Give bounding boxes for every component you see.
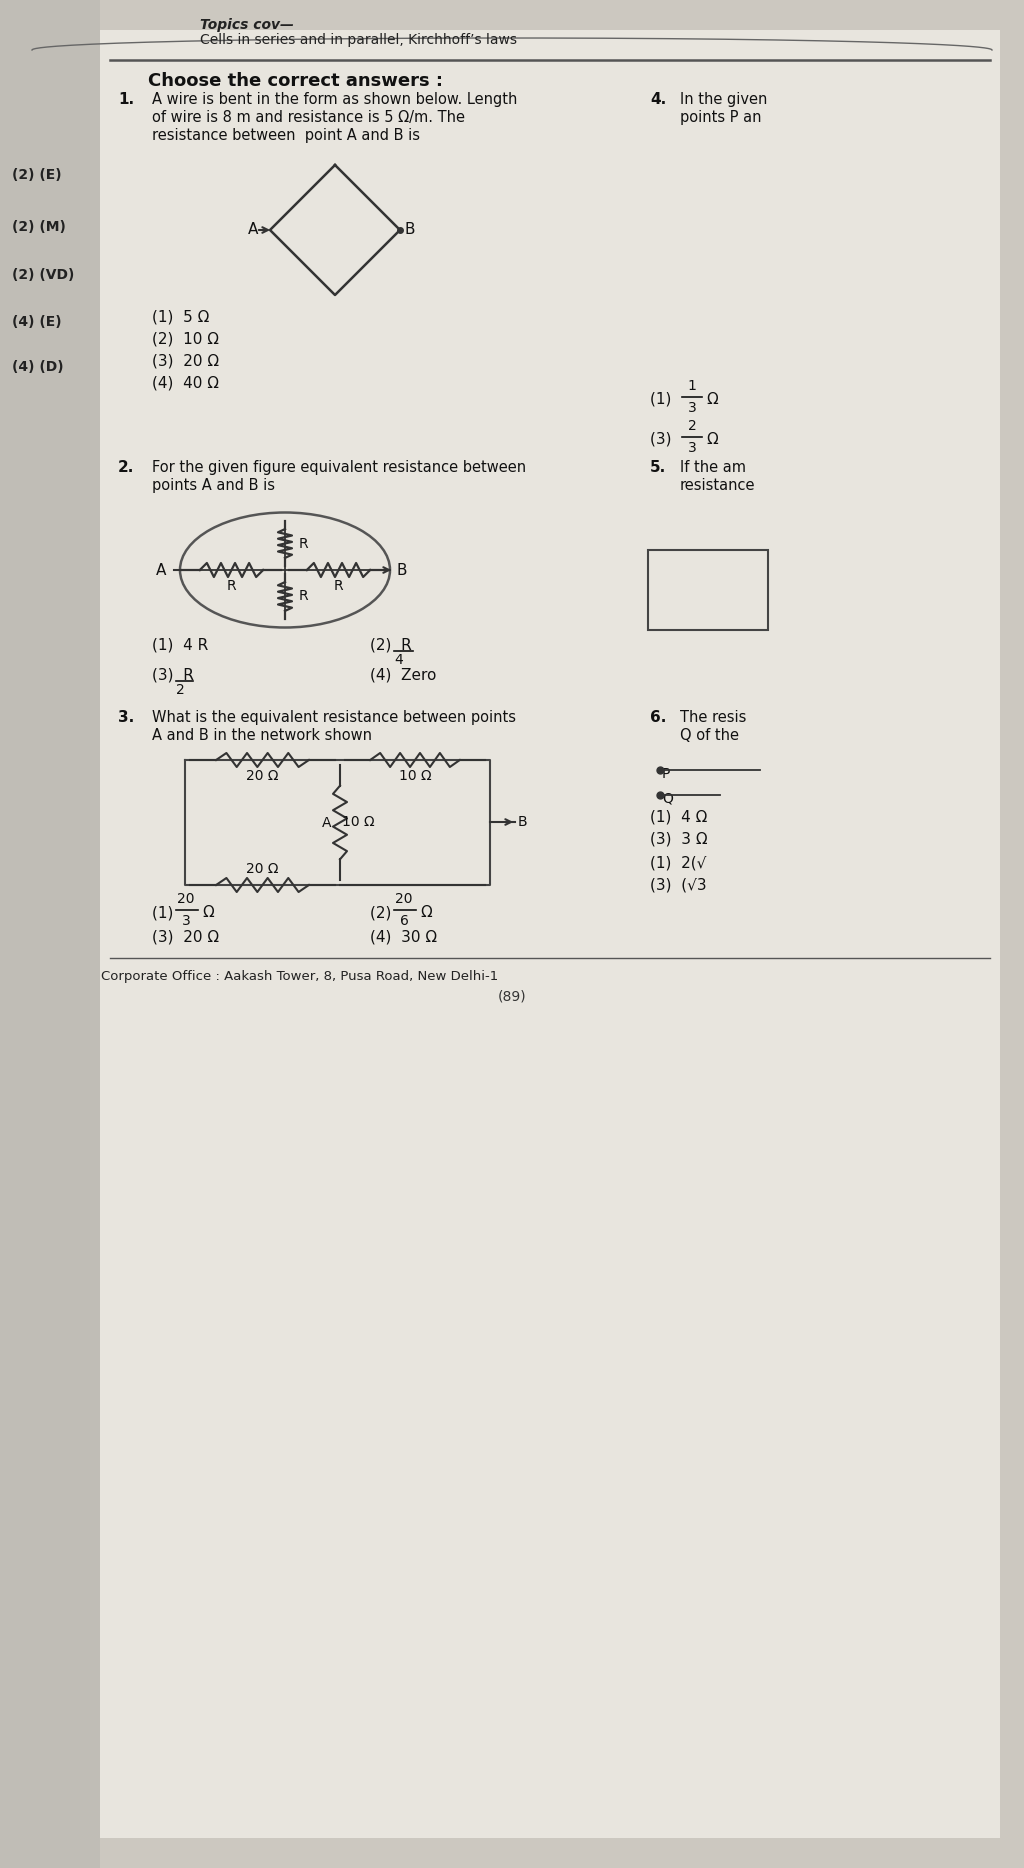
Text: points A and B is: points A and B is [152, 478, 275, 493]
Text: 3: 3 [181, 913, 190, 928]
Text: 6: 6 [399, 913, 409, 928]
Text: 20: 20 [177, 893, 195, 906]
Text: 3: 3 [688, 402, 696, 415]
Text: R: R [298, 536, 308, 551]
Text: B: B [406, 222, 416, 237]
Text: Topics cov—: Topics cov— [200, 19, 294, 32]
Text: of wire is 8 m and resistance is 5 Ω/m. The: of wire is 8 m and resistance is 5 Ω/m. … [152, 110, 465, 125]
Text: Ω: Ω [420, 904, 432, 921]
Text: (4)  30 Ω: (4) 30 Ω [370, 930, 437, 945]
Text: (1)  4 R: (1) 4 R [152, 639, 208, 654]
Text: A and B in the network shown: A and B in the network shown [152, 729, 372, 743]
Text: 5.: 5. [650, 460, 667, 474]
Text: B: B [396, 562, 407, 577]
Text: 2.: 2. [118, 460, 134, 474]
Text: If the am: If the am [680, 460, 746, 474]
Text: (1): (1) [650, 392, 676, 407]
Text: A wire is bent in the form as shown below. Length: A wire is bent in the form as shown belo… [152, 92, 517, 106]
Text: (2) (E): (2) (E) [12, 168, 61, 181]
Text: 10 Ω: 10 Ω [398, 770, 431, 783]
Text: 1: 1 [687, 379, 696, 392]
Text: What is the equivalent resistance between points: What is the equivalent resistance betwee… [152, 710, 516, 725]
Text: (1)  2(√: (1) 2(√ [650, 856, 707, 870]
Text: 2: 2 [176, 684, 184, 697]
Text: A: A [156, 562, 166, 577]
Text: resistance: resistance [680, 478, 756, 493]
Text: (3): (3) [650, 432, 677, 446]
Text: (3)  20 Ω: (3) 20 Ω [152, 930, 219, 945]
Text: 20 Ω: 20 Ω [246, 770, 279, 783]
Text: 20 Ω: 20 Ω [246, 861, 279, 876]
Text: Ω: Ω [202, 904, 214, 921]
Text: P: P [662, 768, 671, 781]
Text: (4) (D): (4) (D) [12, 361, 63, 374]
Text: A: A [322, 816, 332, 829]
Bar [100, 30, 1000, 1838]
Text: (2)  R: (2) R [370, 639, 412, 654]
Text: (1)  5 Ω: (1) 5 Ω [152, 310, 209, 325]
Text: (3)  R: (3) R [152, 669, 194, 684]
Text: (4)  40 Ω: (4) 40 Ω [152, 375, 219, 390]
Text: 4.: 4. [650, 92, 667, 106]
Text: Q: Q [662, 792, 673, 805]
Text: (1)  4 Ω: (1) 4 Ω [650, 811, 708, 826]
Text: (1): (1) [152, 904, 183, 921]
Text: (3)  20 Ω: (3) 20 Ω [152, 355, 219, 370]
Bar [0, 0, 100, 1868]
Text: A: A [248, 222, 258, 237]
Text: (3)  3 Ω: (3) 3 Ω [650, 831, 708, 846]
Text: 3.: 3. [118, 710, 134, 725]
Text: (4) (E): (4) (E) [12, 316, 61, 329]
Text: 10 Ω: 10 Ω [342, 816, 375, 829]
Text: (89): (89) [498, 990, 526, 1003]
Text: (4)  Zero: (4) Zero [370, 669, 436, 684]
Text: R: R [226, 579, 237, 592]
Text: (3)  (√3: (3) (√3 [650, 878, 707, 893]
Text: (2)  10 Ω: (2) 10 Ω [152, 333, 219, 347]
Text: (2) (M): (2) (M) [12, 220, 66, 234]
Text: The resis: The resis [680, 710, 746, 725]
Text: 20: 20 [395, 893, 413, 906]
Bar [648, 549, 768, 630]
Text: (2) (VD): (2) (VD) [12, 267, 75, 282]
Text: 2: 2 [688, 418, 696, 433]
Text: R: R [334, 579, 343, 592]
Text: points P an: points P an [680, 110, 762, 125]
Text: Ω: Ω [706, 392, 718, 407]
Text: 6.: 6. [650, 710, 667, 725]
Text: B: B [518, 814, 527, 829]
Text: Choose the correct answers :: Choose the correct answers : [148, 73, 443, 90]
Text: 3: 3 [688, 441, 696, 456]
Text: 4: 4 [394, 654, 402, 667]
Text: For the given figure equivalent resistance between: For the given figure equivalent resistan… [152, 460, 526, 474]
Text: resistance between  point A and B is: resistance between point A and B is [152, 129, 420, 144]
Text: Corporate Office : Aakash Tower, 8, Pusa Road, New Delhi-1: Corporate Office : Aakash Tower, 8, Pusa… [101, 969, 499, 983]
Text: (2): (2) [370, 904, 401, 921]
Text: Cells in series and in parallel, Kirchhoff’s laws: Cells in series and in parallel, Kirchho… [200, 34, 517, 47]
Text: 1.: 1. [118, 92, 134, 106]
Text: R: R [298, 590, 308, 603]
Text: Ω: Ω [706, 432, 718, 446]
Text: Q of the: Q of the [680, 729, 739, 743]
Text: In the given: In the given [680, 92, 767, 106]
